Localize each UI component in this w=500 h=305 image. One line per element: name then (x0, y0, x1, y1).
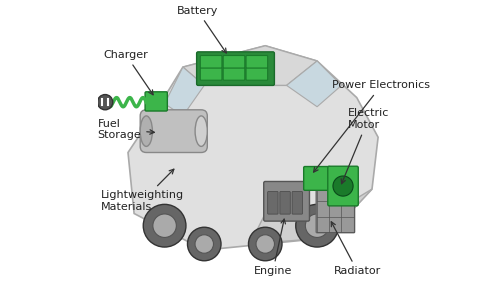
FancyBboxPatch shape (328, 166, 358, 206)
FancyBboxPatch shape (292, 192, 302, 214)
Circle shape (195, 235, 214, 253)
FancyBboxPatch shape (200, 56, 222, 68)
Polygon shape (250, 189, 372, 244)
FancyBboxPatch shape (140, 110, 207, 152)
Polygon shape (128, 46, 378, 250)
FancyBboxPatch shape (304, 167, 330, 190)
FancyBboxPatch shape (246, 68, 268, 80)
Circle shape (98, 95, 113, 110)
FancyBboxPatch shape (223, 68, 245, 80)
FancyBboxPatch shape (246, 56, 268, 68)
Circle shape (333, 176, 353, 196)
FancyBboxPatch shape (145, 92, 168, 111)
FancyBboxPatch shape (196, 52, 274, 85)
Ellipse shape (140, 116, 152, 146)
Text: Power Electronics: Power Electronics (314, 81, 430, 172)
Circle shape (188, 227, 221, 261)
FancyBboxPatch shape (200, 68, 222, 80)
FancyBboxPatch shape (268, 192, 278, 214)
Text: Charger: Charger (104, 50, 153, 95)
Text: Electric
Motor: Electric Motor (341, 108, 389, 184)
FancyBboxPatch shape (280, 192, 290, 214)
Circle shape (256, 235, 274, 253)
Circle shape (306, 214, 329, 237)
FancyBboxPatch shape (316, 185, 354, 233)
FancyBboxPatch shape (264, 181, 310, 221)
Text: Radiator: Radiator (332, 222, 381, 276)
Polygon shape (164, 67, 204, 116)
Circle shape (144, 204, 186, 247)
Text: Lightweighting
Materials: Lightweighting Materials (100, 169, 184, 212)
Polygon shape (286, 61, 342, 107)
Circle shape (248, 227, 282, 261)
Text: Battery: Battery (177, 6, 226, 53)
Text: Fuel
Storage: Fuel Storage (98, 119, 154, 140)
Polygon shape (183, 46, 317, 85)
Text: Engine: Engine (254, 219, 292, 276)
Circle shape (296, 204, 339, 247)
Circle shape (153, 214, 176, 237)
Ellipse shape (195, 116, 207, 146)
FancyBboxPatch shape (223, 56, 245, 68)
